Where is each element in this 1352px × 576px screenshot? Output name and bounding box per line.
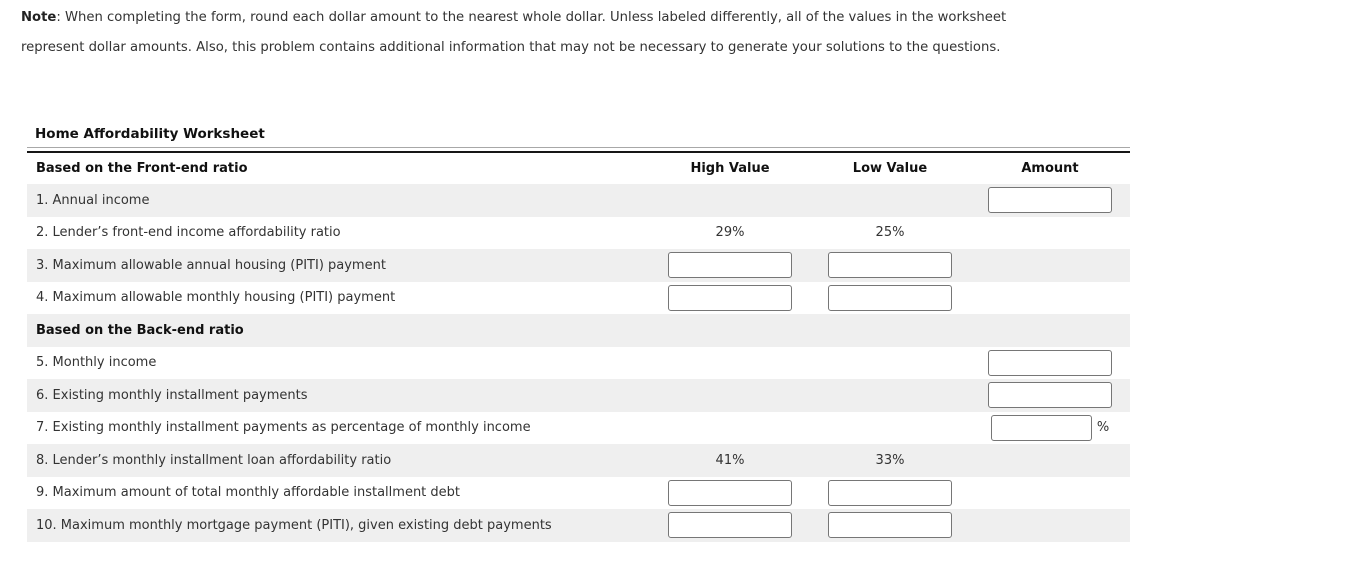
back-end-ratio-high-value: 41% (715, 452, 745, 468)
existing-installments-amount-input[interactable] (988, 382, 1112, 409)
table-row-installments-percentage: 7. Existing monthly installment payments… (27, 412, 1130, 445)
max-annual-piti-high-input[interactable] (668, 252, 792, 279)
max-monthly-piti-low-input[interactable] (828, 284, 952, 311)
front-end-ratio-low-value: 25% (875, 225, 905, 241)
max-installment-debt-low-input[interactable] (828, 479, 952, 506)
table-row-max-monthly-piti: 4. Maximum allowable monthly housing (PI… (27, 282, 1130, 315)
annual-income-amount-input[interactable] (988, 187, 1112, 214)
percent-suffix-label: % (1096, 420, 1110, 436)
section-header-front-end: Based on the Front-end ratio (36, 161, 248, 176)
table-row-monthly-income: 5. Monthly income (27, 347, 1130, 380)
note-line-1: Note: When completing the form, round ea… (21, 3, 1006, 33)
row-label: 1. Annual income (36, 192, 150, 208)
installments-percentage-amount-input[interactable] (990, 414, 1092, 441)
max-annual-piti-low-input[interactable] (828, 252, 952, 279)
row-label: 4. Maximum allowable monthly housing (PI… (36, 290, 396, 306)
row-label: 7. Existing monthly installment payments… (36, 420, 531, 436)
max-monthly-mortgage-low-input[interactable] (828, 512, 952, 539)
note-label: Note (21, 10, 57, 25)
table-row-back-end-ratio: 8. Lender’s monthly installment loan aff… (27, 444, 1130, 477)
column-header-low-value: Low Value (852, 161, 928, 176)
back-end-ratio-low-value: 33% (875, 452, 905, 468)
note-paragraph: Note: When completing the form, round ea… (21, 3, 1006, 63)
table-row-annual-income: 1. Annual income (27, 184, 1130, 217)
section-header-label: Based on the Back-end ratio (36, 322, 244, 338)
note-line-1-text: : When completing the form, round each d… (56, 10, 1007, 25)
worksheet-table: Based on the Front-end ratio High Value … (27, 151, 1130, 542)
worksheet-title: Home Affordability Worksheet (27, 122, 1130, 148)
home-affordability-worksheet: Home Affordability Worksheet Based on th… (27, 122, 1130, 542)
table-row-max-annual-piti: 3. Maximum allowable annual housing (PIT… (27, 249, 1130, 282)
row-label: 6. Existing monthly installment payments (36, 387, 308, 403)
note-line-2: represent dollar amounts. Also, this pro… (21, 40, 1001, 55)
table-row-max-monthly-mortgage: 10. Maximum monthly mortgage payment (PI… (27, 509, 1130, 542)
table-row-max-installment-debt: 9. Maximum amount of total monthly affor… (27, 477, 1130, 510)
column-header-high-value: High Value (690, 161, 770, 176)
table-row-front-end-ratio: 2. Lender’s front-end income affordabili… (27, 217, 1130, 250)
table-row-existing-installments: 6. Existing monthly installment payments (27, 379, 1130, 412)
row-label: 5. Monthly income (36, 355, 157, 371)
row-label: 9. Maximum amount of total monthly affor… (36, 485, 461, 501)
row-label: 10. Maximum monthly mortgage payment (PI… (36, 517, 552, 533)
max-monthly-piti-high-input[interactable] (668, 284, 792, 311)
front-end-ratio-high-value: 29% (715, 225, 745, 241)
max-monthly-mortgage-high-input[interactable] (668, 512, 792, 539)
table-header-row: Based on the Front-end ratio High Value … (27, 153, 1130, 184)
max-installment-debt-high-input[interactable] (668, 479, 792, 506)
column-header-amount: Amount (1021, 161, 1079, 176)
row-label: 2. Lender’s front-end income affordabili… (36, 225, 341, 241)
row-label: 8. Lender’s monthly installment loan aff… (36, 452, 392, 468)
row-label: 3. Maximum allowable annual housing (PIT… (36, 257, 386, 273)
section-header-back-end: Based on the Back-end ratio (27, 314, 1130, 347)
monthly-income-amount-input[interactable] (988, 349, 1112, 376)
